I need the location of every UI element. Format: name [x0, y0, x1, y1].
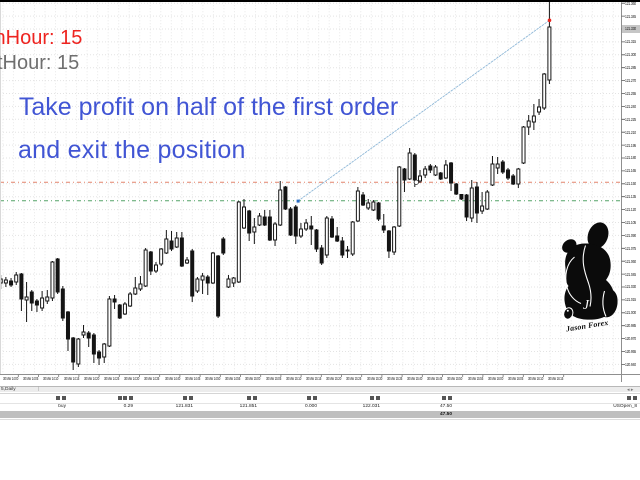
svg-text:J: J — [583, 297, 590, 312]
